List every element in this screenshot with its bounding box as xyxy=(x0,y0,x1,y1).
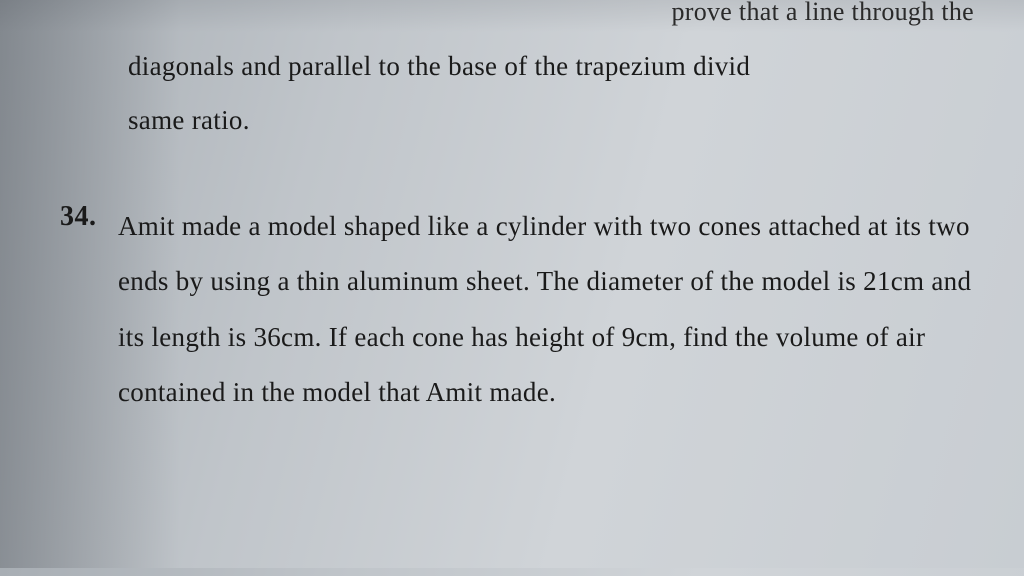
problem-text: Amit made a model shaped like a cylinder… xyxy=(118,199,984,420)
previous-problem-fragment: diagonals and parallel to the base of th… xyxy=(60,39,984,147)
problem-34: 34. Amit made a model shaped like a cyli… xyxy=(60,199,984,420)
prev-line-1: diagonals and parallel to the base of th… xyxy=(128,39,984,93)
prev-line-2: same ratio. xyxy=(128,93,984,147)
page-content: prove that a line through the diagonals … xyxy=(0,0,1024,420)
problem-number: 34. xyxy=(60,199,118,233)
partial-cutoff-line: prove that a line through the xyxy=(60,0,984,31)
